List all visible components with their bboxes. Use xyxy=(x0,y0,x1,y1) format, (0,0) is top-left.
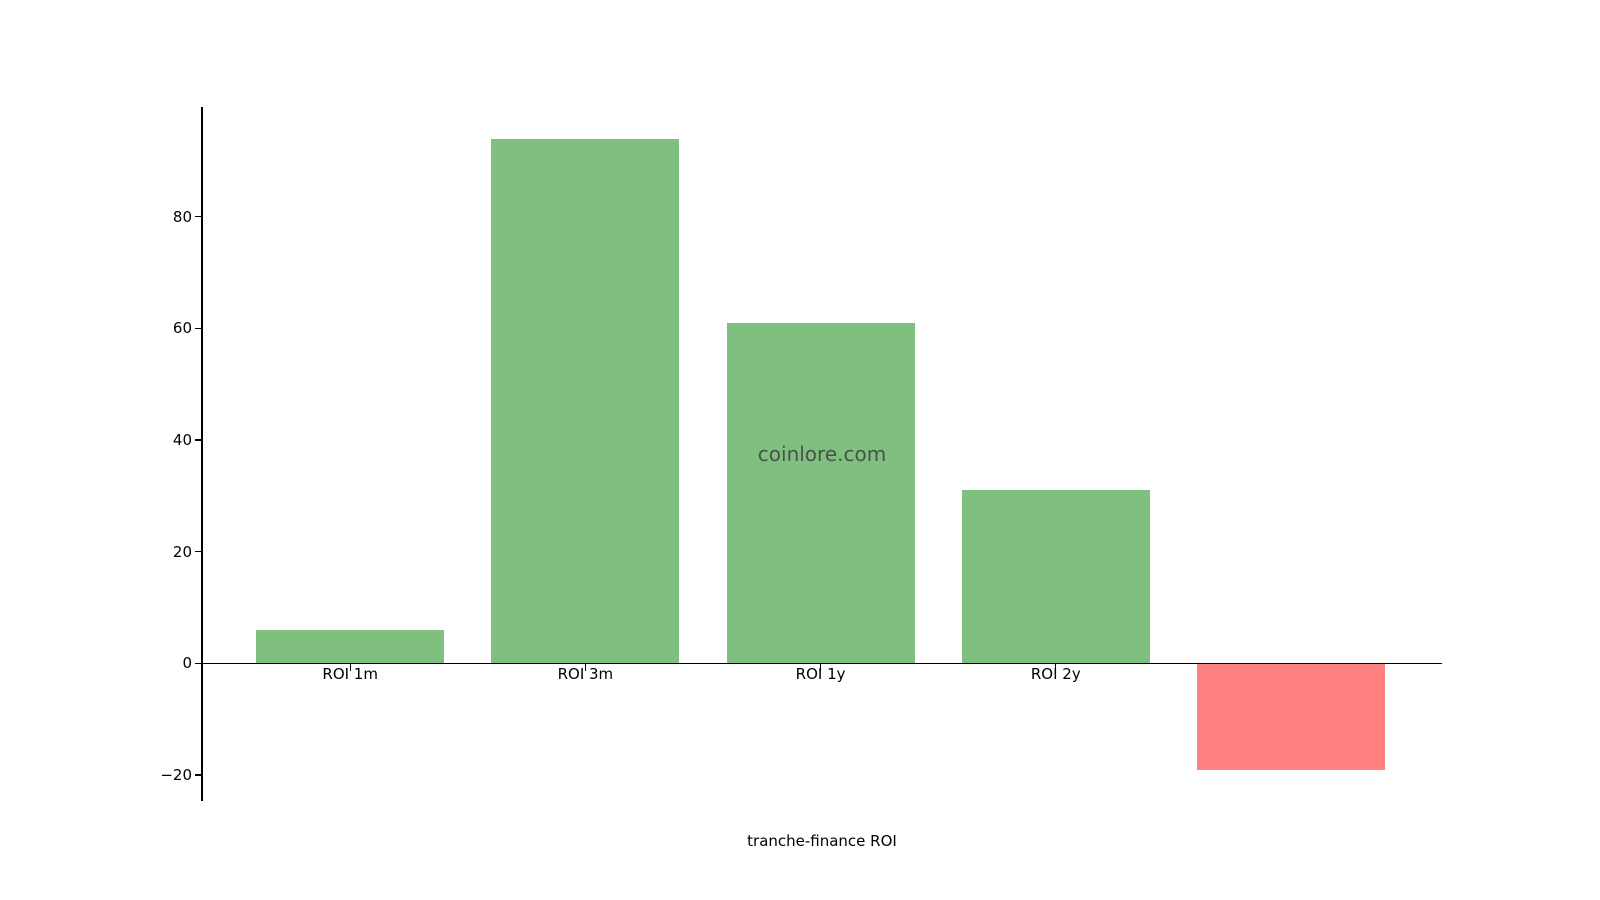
bar-roi-3m xyxy=(491,138,680,664)
bar-roi-2y xyxy=(961,490,1150,664)
x-tick-label-roi-2y: ROI 2y xyxy=(1030,665,1081,684)
y-tick-mark xyxy=(195,774,201,776)
y-tick-label: −20 xyxy=(160,766,192,785)
x-tick-mark xyxy=(349,663,351,672)
watermark-text: coinlore.com xyxy=(757,442,887,466)
y-tick-label: 40 xyxy=(172,431,192,450)
bar-unlabeled-4 xyxy=(1197,664,1385,771)
y-tick-mark xyxy=(195,662,201,665)
y-axis-line xyxy=(201,107,203,801)
x-tick-mark xyxy=(1055,663,1057,672)
x-axis-line xyxy=(202,662,1442,665)
y-tick-label: 80 xyxy=(172,207,192,226)
plot-area: coinlore.com −20 0 20 40 60 80 ROI 1m ROI 3m ROI… xyxy=(160,107,1442,801)
y-tick-label: 20 xyxy=(172,542,192,561)
bar-roi-1y xyxy=(726,322,915,664)
y-tick-mark xyxy=(195,439,201,441)
x-tick-mark xyxy=(819,663,822,672)
x-tick-label-roi-3m: ROI 3m xyxy=(557,665,614,684)
x-tick-label-roi-1m: ROI 1m xyxy=(322,665,378,684)
y-tick-label: 0 xyxy=(182,654,192,673)
y-tick-label: 60 xyxy=(172,319,192,338)
y-tick-mark xyxy=(195,216,201,218)
y-tick-mark xyxy=(195,327,201,330)
bar-roi-1m xyxy=(256,629,445,664)
x-tick-mark xyxy=(584,663,587,672)
y-tick-mark xyxy=(195,551,201,553)
chart-title: tranche-finance ROI xyxy=(747,832,897,850)
x-tick-label-roi-1y: ROI 1y xyxy=(795,665,846,684)
